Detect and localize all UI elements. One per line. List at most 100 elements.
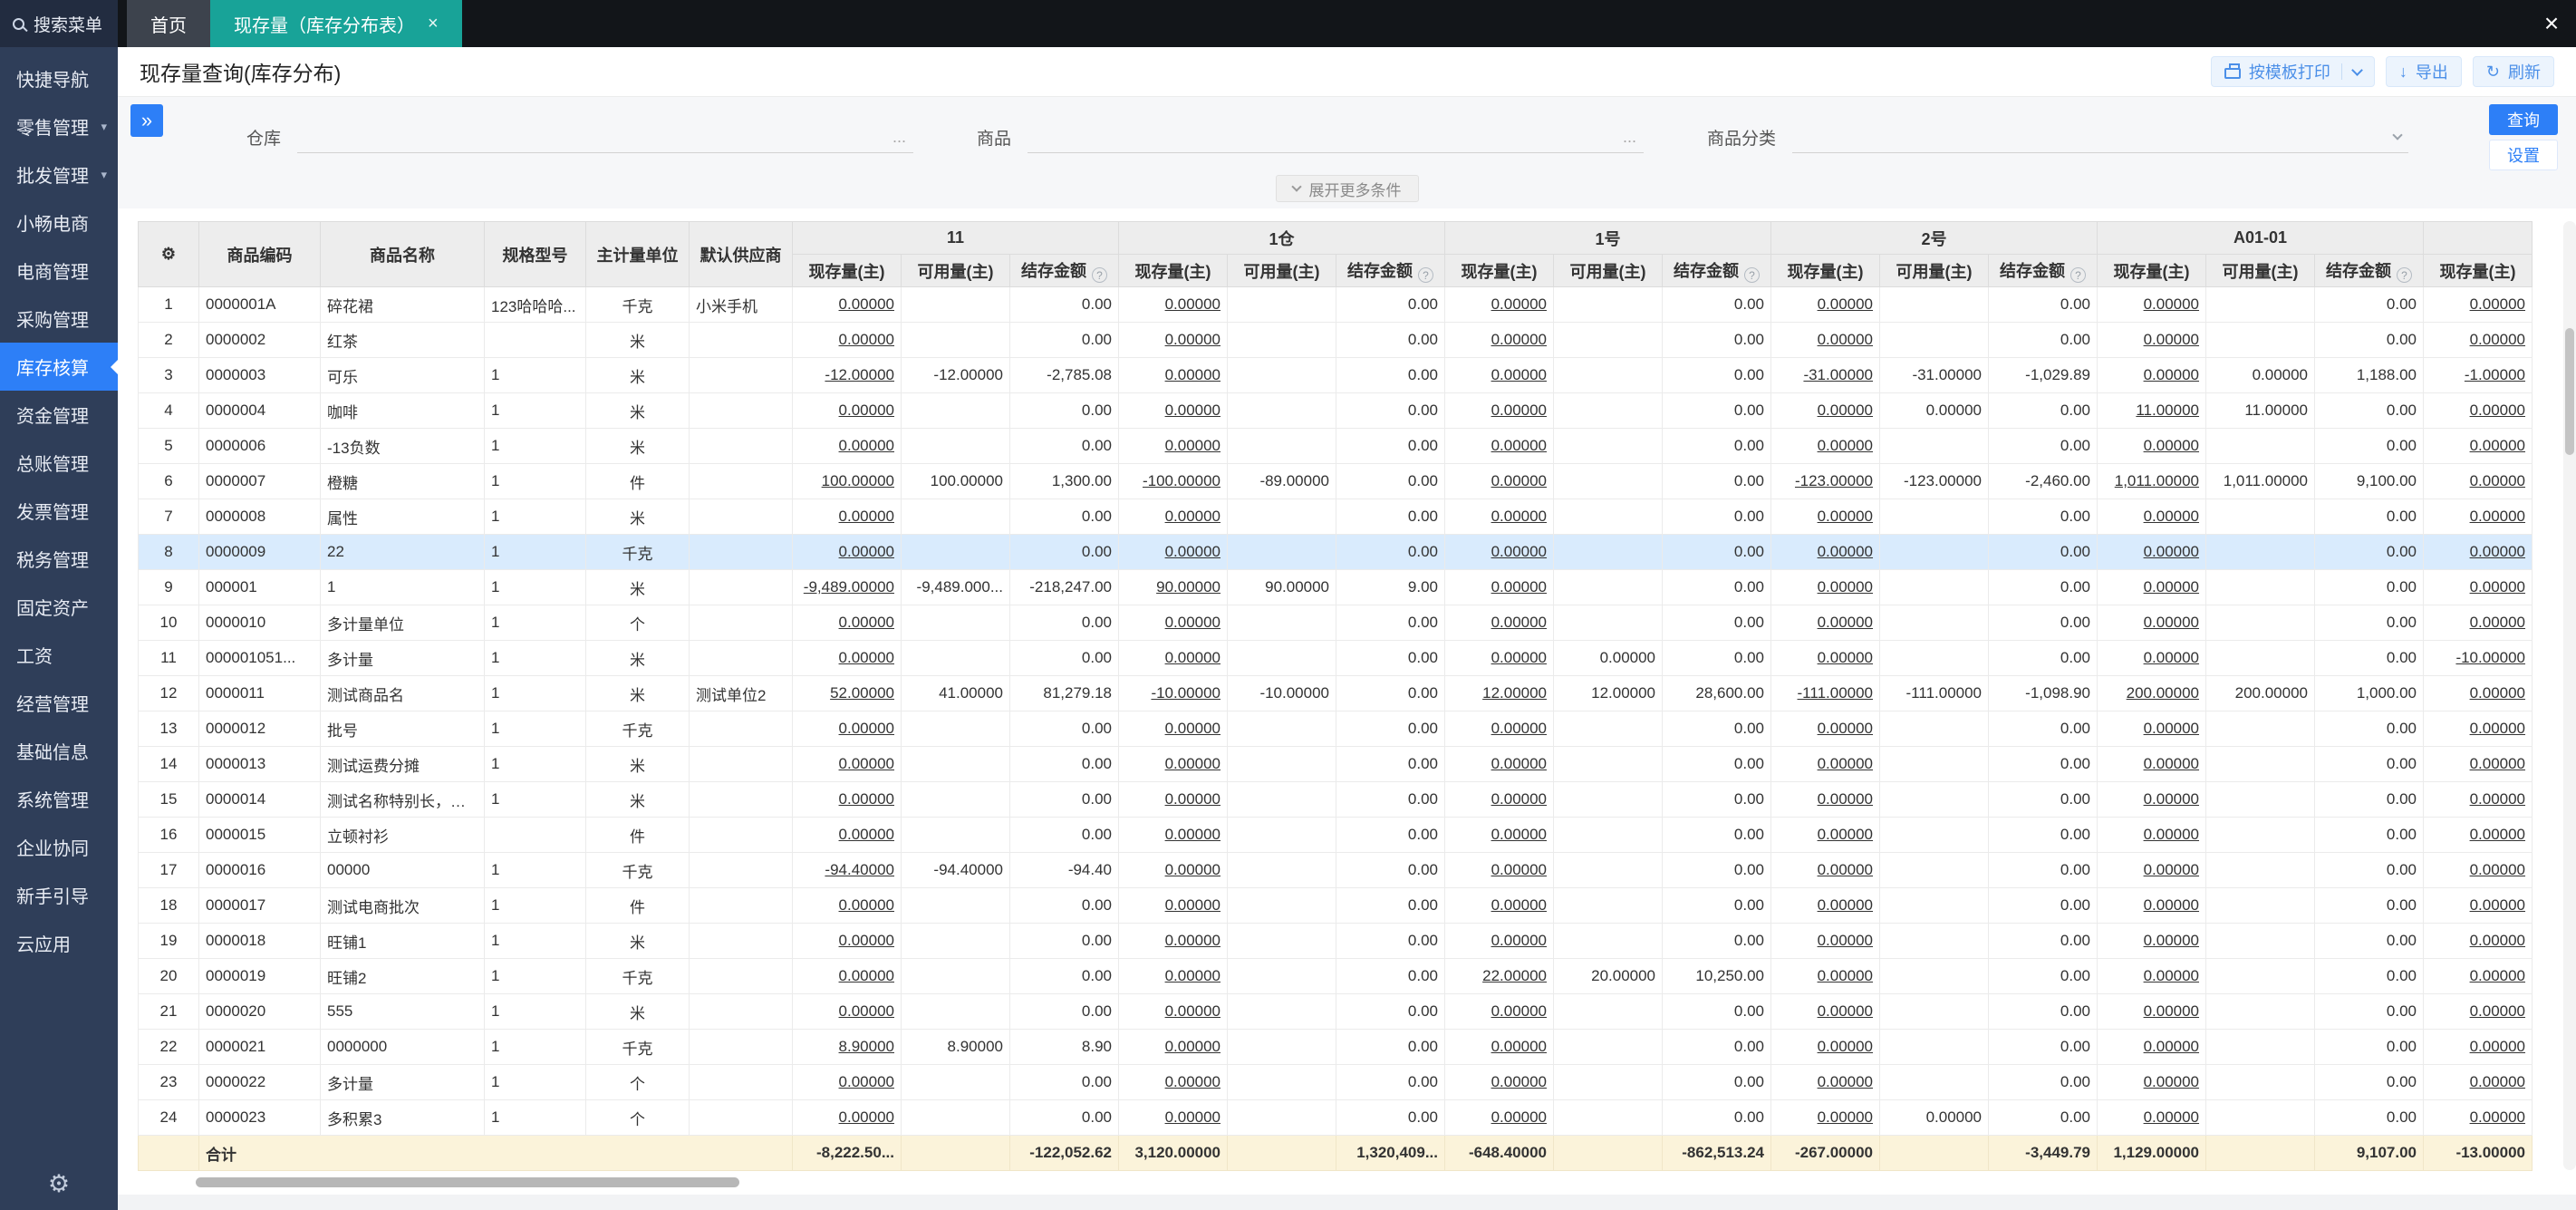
stock-qty-link[interactable]: 0.00000 <box>1444 993 1555 1030</box>
table-row[interactable]: 21 0000020 555 1 米 0.00000 0.00 0.00000 0.00 0.00… <box>138 993 2533 1030</box>
stock-qty-link[interactable]: 0.00000 <box>1118 322 1229 358</box>
stock-qty-link[interactable]: -10.00000 <box>1118 675 1229 711</box>
tab-home[interactable]: 首页 <box>127 0 210 47</box>
stock-qty-link[interactable]: 0.00000 <box>2097 746 2207 782</box>
sidebar-item-总账管理[interactable]: 总账管理 <box>0 439 118 487</box>
stock-qty-link[interactable]: 0.00000 <box>1118 428 1229 464</box>
stock-qty-link[interactable]: 0.00000 <box>2097 887 2207 924</box>
table-row[interactable]: 2 0000002 红茶米 0.00000 0.00 0.00000 0.00 0.00000… <box>138 322 2533 358</box>
stock-qty-link[interactable]: 0.00000 <box>2423 1099 2533 1136</box>
table-row[interactable]: 4 0000004 咖啡 1 米 0.00000 0.00 0.00000 0.00 0.0000… <box>138 392 2533 429</box>
stock-qty-link[interactable]: 0.00000 <box>2423 711 2533 747</box>
chevron-down-icon[interactable] <box>2351 63 2363 76</box>
stock-qty-link[interactable]: 0.00000 <box>2423 1029 2533 1065</box>
stock-qty-link[interactable]: 0.00000 <box>1770 569 1881 605</box>
sidebar-item-电商管理[interactable]: 电商管理 <box>0 247 118 295</box>
stock-qty-link[interactable]: 0.00000 <box>2097 958 2207 994</box>
stock-qty-link[interactable]: 0.00000 <box>2097 781 2207 818</box>
sidebar-item-工资[interactable]: 工资 <box>0 631 118 679</box>
sidebar-item-资金管理[interactable]: 资金管理 <box>0 391 118 439</box>
sidebar-item-经营管理[interactable]: 经营管理 <box>0 679 118 727</box>
stock-qty-link[interactable]: 0.00000 <box>2423 923 2533 959</box>
table-row[interactable]: 23 0000022 多计量 1 个 0.00000 0.00 0.00000 0.00 0.00… <box>138 1064 2533 1100</box>
table-row[interactable]: 18 0000017 测试电商批次 1 件 0.00000 0.00 0.00000 0.00 0… <box>138 887 2533 924</box>
stock-qty-link[interactable]: 0.00000 <box>1118 958 1229 994</box>
stock-qty-link[interactable]: 0.00000 <box>1444 711 1555 747</box>
stock-qty-link[interactable]: 0.00000 <box>1118 1099 1229 1136</box>
stock-qty-link[interactable]: 0.00000 <box>2097 534 2207 570</box>
sidebar-search[interactable]: 搜索菜单 <box>0 0 118 47</box>
stock-qty-link[interactable]: 0.00000 <box>1444 781 1555 818</box>
stock-qty-link[interactable]: 0.00000 <box>2423 463 2533 499</box>
column-header[interactable]: 商品名称 <box>320 221 485 287</box>
stock-qty-link[interactable]: 0.00000 <box>1118 817 1229 853</box>
stock-qty-link[interactable]: 0.00000 <box>1118 993 1229 1030</box>
column-header[interactable]: 现存量(主) <box>1444 254 1555 287</box>
stock-qty-link[interactable]: -9,489.00000 <box>792 569 902 605</box>
stock-qty-link[interactable]: 0.00000 <box>2423 286 2533 323</box>
sidebar-item-批发管理[interactable]: 批发管理 ▾ <box>0 150 118 198</box>
table-row[interactable]: 24 0000023 多积累3 1 个 0.00000 0.00 0.00000 0.00 0.0… <box>138 1099 2533 1136</box>
column-header[interactable]: 规格型号 <box>484 221 586 287</box>
column-header[interactable]: 结存金额? <box>1008 254 1120 287</box>
stock-qty-link[interactable]: 0.00000 <box>2097 499 2207 535</box>
stock-qty-link[interactable]: 12.00000 <box>1444 675 1555 711</box>
stock-qty-link[interactable]: 0.00000 <box>1118 1064 1229 1100</box>
stock-qty-link[interactable]: 0.00000 <box>1770 817 1881 853</box>
sidebar-item-采购管理[interactable]: 采购管理 <box>0 295 118 343</box>
table-row[interactable]: 6 0000007 橙糖 1 件 100.00000 100.00000 1,300.00 -1… <box>138 463 2533 499</box>
stock-qty-link[interactable]: 0.00000 <box>2423 569 2533 605</box>
stock-qty-link[interactable]: 0.00000 <box>1444 463 1555 499</box>
stock-qty-link[interactable]: 0.00000 <box>792 711 902 747</box>
column-header[interactable]: 商品编码 <box>198 221 321 287</box>
stock-qty-link[interactable]: 0.00000 <box>1118 286 1229 323</box>
stock-qty-link[interactable]: 0.00000 <box>1770 923 1881 959</box>
column-header[interactable]: 可用量(主) <box>2205 254 2316 287</box>
expand-more-conditions-button[interactable]: 展开更多条件 <box>1275 175 1419 202</box>
goods-category-select[interactable] <box>1792 122 2409 153</box>
tab-stock-query[interactable]: 现存量（库存分布表） × <box>210 0 462 47</box>
column-header[interactable]: 主计量单位 <box>585 221 690 287</box>
query-button[interactable]: 查询 <box>2489 104 2558 135</box>
table-row[interactable]: 5 0000006 -13负数 1 米 0.00000 0.00 0.00000 0.00 0.0… <box>138 428 2533 464</box>
stock-qty-link[interactable]: 0.00000 <box>1444 392 1555 429</box>
stock-qty-link[interactable]: 0.00000 <box>1770 746 1881 782</box>
table-row[interactable]: 14 0000013 测试运费分摊 1 米 0.00000 0.00 0.00000 0.00 0… <box>138 746 2533 782</box>
column-header[interactable]: 可用量(主) <box>1553 254 1664 287</box>
stock-qty-link[interactable]: 0.00000 <box>1444 640 1555 676</box>
column-header[interactable]: 现存量(主) <box>792 254 902 287</box>
stock-qty-link[interactable]: 0.00000 <box>1444 887 1555 924</box>
stock-qty-link[interactable]: 52.00000 <box>792 675 902 711</box>
stock-qty-link[interactable]: 0.00000 <box>792 781 902 818</box>
column-header[interactable]: 现存量(主) <box>1770 254 1881 287</box>
stock-qty-link[interactable]: 0.00000 <box>1118 640 1229 676</box>
table-row[interactable]: 16 0000015 立顿衬衫件 0.00000 0.00 0.00000 0.00 0.00… <box>138 817 2533 853</box>
sidebar-item-小畅电商[interactable]: 小畅电商 <box>0 198 118 247</box>
column-settings-gear-icon[interactable]: ⚙ <box>138 221 199 287</box>
stock-qty-link[interactable]: 0.00000 <box>792 923 902 959</box>
stock-qty-link[interactable]: 0.00000 <box>1118 392 1229 429</box>
stock-qty-link[interactable]: 0.00000 <box>792 428 902 464</box>
stock-qty-link[interactable]: 0.00000 <box>2423 499 2533 535</box>
window-close-button[interactable]: × <box>2543 9 2560 37</box>
stock-qty-link[interactable]: 0.00000 <box>2423 675 2533 711</box>
column-header[interactable]: 可用量(主) <box>1879 254 1990 287</box>
stock-qty-link[interactable]: 0.00000 <box>1770 605 1881 641</box>
table-row[interactable]: 8 0000009 22 1 千克 0.00000 0.00 0.00000 0.00 0.000… <box>138 534 2533 570</box>
stock-qty-link[interactable]: 0.00000 <box>792 993 902 1030</box>
sidebar-item-快捷导航[interactable]: 快捷导航 <box>0 54 118 102</box>
stock-qty-link[interactable]: 0.00000 <box>1770 428 1881 464</box>
stock-qty-link[interactable]: 0.00000 <box>792 640 902 676</box>
stock-qty-link[interactable]: 0.00000 <box>2423 534 2533 570</box>
stock-qty-link[interactable]: 1,011.00000 <box>2097 463 2207 499</box>
stock-qty-link[interactable]: 0.00000 <box>1770 499 1881 535</box>
ellipsis-picker-icon[interactable]: ... <box>892 127 907 146</box>
stock-qty-link[interactable]: 0.00000 <box>1770 392 1881 429</box>
stock-qty-link[interactable]: 0.00000 <box>1444 428 1555 464</box>
stock-qty-link[interactable]: 0.00000 <box>2097 428 2207 464</box>
stock-qty-link[interactable]: 0.00000 <box>1118 605 1229 641</box>
stock-qty-link[interactable]: 0.00000 <box>1444 499 1555 535</box>
stock-qty-link[interactable]: 0.00000 <box>2097 1029 2207 1065</box>
stock-qty-link[interactable]: 0.00000 <box>2423 392 2533 429</box>
stock-qty-link[interactable]: 0.00000 <box>2097 569 2207 605</box>
